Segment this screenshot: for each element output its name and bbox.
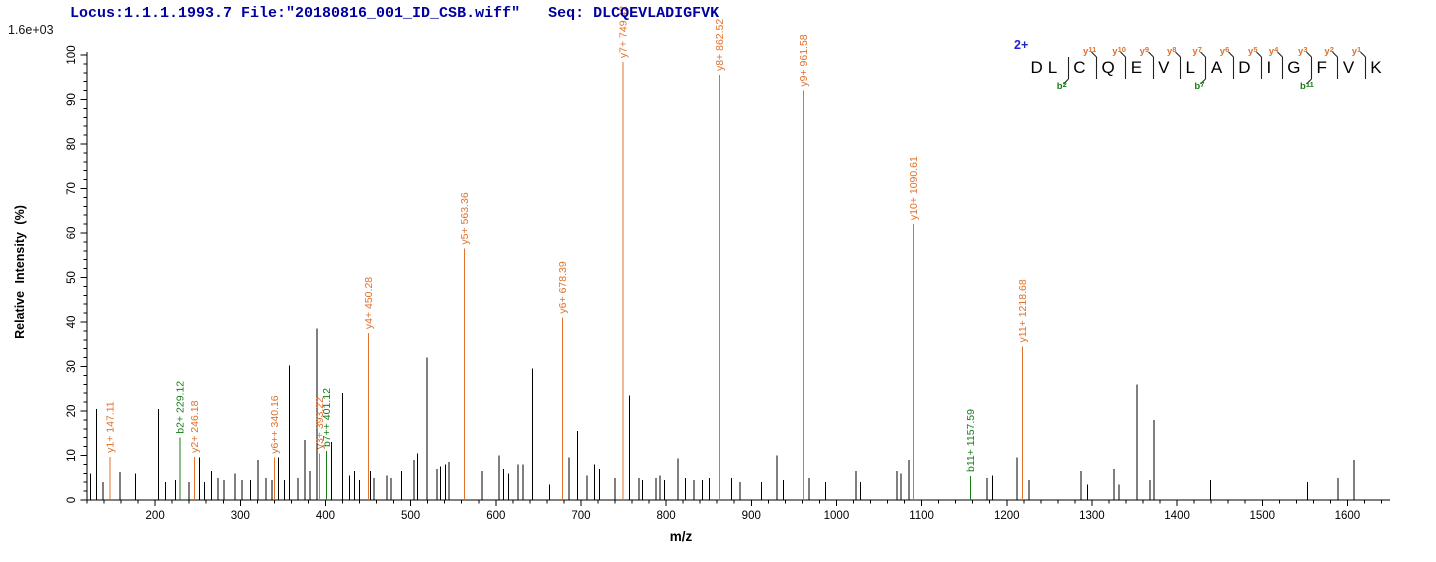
y-tick-label: 50 (66, 271, 78, 284)
y-tick-label: 30 (66, 360, 78, 373)
y-ion-marker-label: y9 (1139, 45, 1150, 57)
ion-peak-label: y9+ 961.58 (798, 34, 810, 86)
cleavage-marker: y7 b7 (1192, 45, 1208, 92)
cleavage-marker: y1 (1352, 45, 1368, 81)
residue-letter: D (1030, 58, 1043, 77)
x-tick-label: 1200 (994, 510, 1020, 522)
b-ion-marker-label: b11 (1300, 80, 1314, 92)
y-tick-label: 90 (66, 93, 78, 106)
ion-peak-label: y1+ 147.11 (105, 401, 117, 453)
cleavage-marker: y4 (1269, 45, 1285, 81)
y-ion-marker-label: y6 (1219, 45, 1230, 57)
cleavage-marker: y2 (1324, 45, 1340, 81)
cleavage-marker: y11 (1083, 45, 1099, 81)
x-tick-label: 700 (571, 510, 590, 522)
residue-letter: L (1185, 58, 1195, 77)
ion-peak-label: y5+ 563.36 (459, 192, 471, 244)
y-ion-marker-label: y2 (1324, 45, 1334, 57)
y-ion-marker-label: y7 (1192, 45, 1202, 57)
x-tick-label: 1500 (1249, 510, 1275, 522)
ion-peak-label: y11+ 1218.68 (1017, 279, 1029, 342)
x-tick-label: 400 (316, 510, 335, 522)
x-tick-label: 1100 (909, 510, 934, 522)
y-ion-marker-label: y1 (1351, 45, 1362, 57)
y-tick-label: 60 (66, 227, 78, 240)
residue-letter: I (1266, 58, 1272, 77)
residue-letter: F (1316, 58, 1327, 77)
cleavage-marker: y6 (1220, 45, 1236, 81)
ion-peak-label: y4+ 450.28 (363, 277, 375, 329)
residue-letter: K (1370, 58, 1382, 77)
x-tick-label: 800 (657, 510, 676, 522)
ion-peak-label: y10+ 1090.61 (908, 156, 920, 220)
y-tick-label: 80 (66, 138, 78, 151)
x-tick-label: 1400 (1164, 510, 1190, 522)
header-line: Locus:1.1.1.1993.7 File:"20180816_001_ID… (70, 5, 719, 22)
residue-letter: V (1158, 58, 1170, 77)
ion-peak-label: y8+ 862.52 (714, 19, 726, 71)
y-axis-title: Relative Intensity (%) (13, 205, 27, 339)
cleavage-marker: y9 (1140, 45, 1156, 81)
y-tick-label: 10 (66, 449, 78, 462)
x-tick-label: 300 (231, 510, 250, 522)
x-axis-title: m/z (670, 529, 693, 544)
b-ion-marker-label: b2 (1056, 80, 1067, 92)
cleavage-marker: b2 (1057, 55, 1071, 92)
y-ion-marker-label: y11 (1083, 45, 1097, 57)
cleavage-marker: y8 (1167, 45, 1183, 81)
residue-letter: V (1342, 58, 1355, 77)
residue-letter: E (1130, 58, 1143, 77)
ion-peak-label: y2+ 246.18 (189, 400, 201, 452)
y-ion-marker-label: y8 (1166, 45, 1177, 57)
y-tick-label: 40 (66, 316, 78, 329)
y-tick-label: 20 (66, 405, 78, 418)
y-ion-marker-label: y5 (1248, 45, 1258, 57)
ion-peak-label: y7+ 749.42 (618, 6, 630, 58)
cleavage-marker: y5 (1248, 45, 1264, 81)
ion-peak-label: b11+ 1157.59 (965, 409, 977, 472)
residue-letter: A (1210, 58, 1223, 77)
residue-letter: C (1073, 58, 1086, 77)
residue-letter: L (1047, 58, 1058, 77)
x-tick-label: 500 (401, 510, 420, 522)
y-tick-label: 0 (66, 497, 78, 503)
x-tick-label: 1300 (1079, 510, 1105, 522)
ion-peak-label: b2+ 229.12 (174, 381, 186, 434)
residue-letter: G (1287, 58, 1301, 77)
precursor-charge-label: 2+ (1014, 38, 1029, 52)
ion-peak-label: y3+ 393.22 (314, 397, 326, 449)
locus-file-label: Locus:1.1.1.1993.7 File:"20180816_001_ID… (70, 5, 521, 22)
b-ion-marker-label: b7 (1194, 80, 1205, 92)
residue-letter: Q (1101, 58, 1115, 77)
sequence-label: Seq: DLCQEVLADIGFVK (548, 5, 720, 22)
x-tick-label: 200 (146, 510, 165, 522)
y-ion-marker-label: y4 (1268, 45, 1279, 57)
cleavage-marker: y3 b11 (1298, 45, 1314, 92)
y-ion-marker-label: y10 (1112, 45, 1126, 57)
ion-peak-label: y6+ 678.39 (557, 261, 569, 313)
x-tick-label: 900 (742, 510, 761, 522)
cleavage-marker: y10 (1112, 45, 1128, 81)
ion-peak-label: y6++ 340.16 (269, 395, 281, 454)
y-tick-label: 70 (66, 182, 78, 195)
x-tick-label: 1000 (824, 510, 850, 522)
residue-letter: D (1238, 58, 1251, 77)
y-tick-label: 100 (66, 45, 78, 64)
x-tick-label: 600 (486, 510, 505, 522)
ion-peak-label: b7++ 401.12 (321, 388, 333, 447)
x-tick-label: 1600 (1335, 510, 1361, 522)
y-ion-marker-label: y3 (1298, 45, 1308, 57)
intensity-scale-note: 1.6e+03 (8, 23, 54, 37)
